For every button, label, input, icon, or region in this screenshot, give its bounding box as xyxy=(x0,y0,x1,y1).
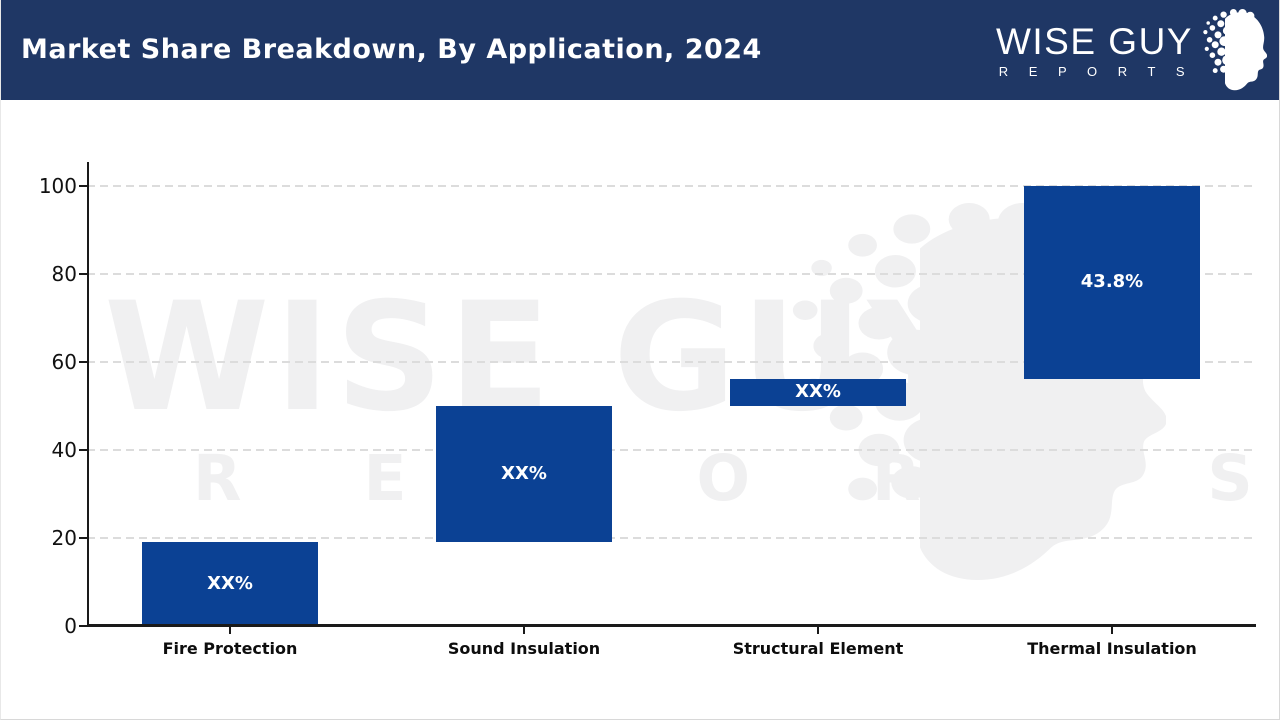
x-tick-mark-3 xyxy=(1111,627,1113,634)
y-tick-mark-60 xyxy=(79,361,87,363)
brand-name: WISE GUY xyxy=(995,20,1193,62)
gridline-40 xyxy=(87,449,1256,451)
x-tick-mark-2 xyxy=(817,627,819,634)
y-tick-label-40: 40 xyxy=(51,438,77,462)
brand-logo-text: WISE GUY R E P O R T S xyxy=(995,20,1193,80)
x-category-label-1: Sound Insulation xyxy=(447,639,601,658)
gridline-100 xyxy=(87,185,1256,187)
gridline-80 xyxy=(87,273,1256,275)
x-category-label-3: Thermal Insulation xyxy=(1027,639,1197,658)
y-tick-mark-80 xyxy=(79,273,87,275)
gridline-20 xyxy=(87,537,1256,539)
brand-subtitle: R E P O R T S xyxy=(998,64,1193,80)
y-tick-label-0: 0 xyxy=(64,614,77,638)
bar-value-label: XX% xyxy=(501,463,547,485)
dotted-face-logo-icon xyxy=(1203,9,1267,91)
y-tick-mark-20 xyxy=(79,537,87,539)
x-category-label-0: Fire Protection xyxy=(162,639,298,658)
bar-value-label: XX% xyxy=(795,381,841,403)
y-tick-mark-40 xyxy=(79,449,87,451)
brand-logo: WISE GUY R E P O R T S xyxy=(995,8,1267,94)
y-tick-label-20: 20 xyxy=(51,526,77,550)
bar-thermal-insulation: 43.8% xyxy=(1024,186,1200,379)
y-tick-label-80: 80 xyxy=(51,262,77,286)
y-tick-label-60: 60 xyxy=(51,350,77,374)
x-tick-mark-1 xyxy=(523,627,525,634)
chart-area: WISE GUY R E P O R T S 0 20 40 60 80 100 XX% Fi… xyxy=(1,100,1279,719)
bar-structural-element: XX% xyxy=(730,378,906,406)
bar-value-label: XX% xyxy=(207,573,253,595)
x-tick-mark-0 xyxy=(229,627,231,634)
header-bar: Market Share Breakdown, By Application, … xyxy=(1,0,1279,100)
x-axis-line xyxy=(87,624,1256,627)
bar-value-label: 43.8% xyxy=(1080,271,1144,293)
bar-fire-protection: XX% xyxy=(142,542,318,626)
y-tick-mark-0 xyxy=(79,625,87,627)
gridline-60 xyxy=(87,361,1256,363)
bar-sound-insulation: XX% xyxy=(436,406,612,543)
y-tick-label-100: 100 xyxy=(38,174,77,198)
y-axis-line xyxy=(87,162,89,626)
x-category-label-2: Structural Element xyxy=(732,639,904,658)
y-tick-mark-100 xyxy=(79,185,87,187)
page-title: Market Share Breakdown, By Application, … xyxy=(21,34,762,65)
